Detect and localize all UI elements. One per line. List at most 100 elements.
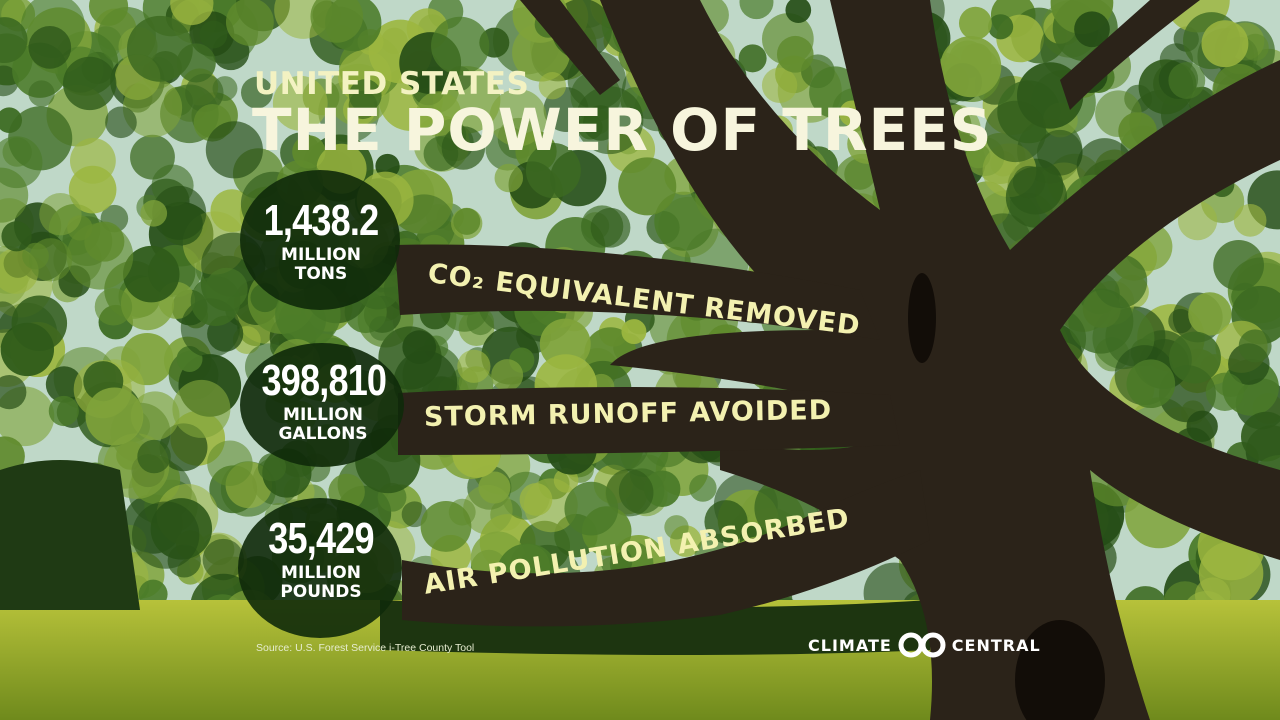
stat-unit: MILLION	[281, 563, 361, 583]
leaf-blob	[491, 359, 524, 392]
leaf-blob	[0, 374, 27, 410]
leaf-blob	[1213, 239, 1264, 291]
stat-co2: 1,438.2 MILLION TONS	[246, 196, 396, 284]
leaf-blob	[1238, 329, 1272, 363]
leaf-blob	[199, 20, 228, 49]
leaf-blob	[689, 474, 717, 502]
leaf-blob	[45, 366, 83, 403]
leaf-blob	[212, 76, 238, 101]
leaf-blob	[940, 36, 1002, 98]
leaf-blob	[739, 0, 774, 20]
leaf-blob	[369, 316, 394, 341]
leaf-blob	[137, 439, 171, 474]
leaf-blob	[664, 515, 689, 540]
leaf-blob	[105, 106, 137, 139]
leaf-blob	[348, 79, 382, 112]
leaf-blob	[466, 307, 494, 336]
stat-unit: MILLION	[281, 245, 361, 265]
leaf-blob	[776, 35, 814, 73]
leaf-blob	[785, 0, 812, 23]
leaf-blob	[11, 295, 68, 351]
leaf-blob	[1168, 308, 1193, 334]
stat-runoff: 398,810 MILLION GALLONS	[248, 356, 398, 444]
leaf-blob	[0, 17, 28, 64]
leaf-blob	[1233, 204, 1267, 237]
stat-air: 35,429 MILLION POUNDS	[246, 514, 396, 602]
leaf-blob	[205, 121, 263, 179]
stat-unit: TONS	[294, 264, 348, 284]
leaf-blob	[202, 538, 245, 581]
leaf-blob	[225, 0, 274, 46]
leaf-blob	[538, 72, 567, 100]
leaf-blob	[1, 221, 32, 252]
leaf-blob	[494, 163, 524, 193]
leaf-blob	[761, 67, 798, 103]
leaf-blob	[401, 501, 428, 528]
leaf-blob	[621, 319, 647, 345]
leaf-blob	[131, 501, 200, 569]
leaf-blob	[590, 207, 631, 248]
leaf-blob	[582, 105, 619, 141]
leaf-blob	[643, 470, 681, 508]
leaf-blob	[68, 165, 117, 214]
leaf-blob	[984, 100, 1047, 163]
trunk-hole	[1015, 620, 1105, 720]
leaf-blob	[28, 25, 72, 69]
leaf-blob	[190, 276, 241, 326]
tree-trunk	[395, 0, 1280, 720]
leaf-blob	[241, 76, 273, 109]
leaf-blob	[94, 288, 133, 326]
leaf-blob	[172, 379, 231, 438]
stat-unit: GALLONS	[278, 424, 368, 444]
logo-text-left: CLIMATE	[808, 635, 892, 655]
leaf-blob	[958, 6, 992, 40]
stat-blobs	[238, 170, 404, 638]
leaf-blob	[88, 0, 129, 26]
leaf-blob	[1012, 165, 1046, 199]
leaf-blob	[453, 207, 481, 235]
climate-central-logo-icon	[898, 632, 946, 658]
leaf-blob	[310, 0, 363, 43]
stat-value: 398,810	[261, 356, 388, 405]
leaf-blob	[207, 440, 253, 486]
leaf-blob	[431, 16, 490, 75]
leaf-blob	[1201, 20, 1249, 68]
leaf-blob	[441, 126, 486, 170]
leaf-blob	[462, 484, 513, 535]
dark-shrub	[0, 460, 140, 610]
leaf-blob	[564, 481, 619, 536]
leaf-blob	[28, 80, 55, 107]
leaf-blob	[1126, 359, 1176, 409]
leaf-blob	[1169, 331, 1221, 384]
leaf-blob	[85, 387, 144, 446]
leaf-blob	[170, 0, 214, 26]
leaf-blob	[457, 349, 491, 383]
page-title: THE POWER OF TREES	[252, 96, 993, 164]
kicker-title: UNITED STATES	[254, 66, 530, 102]
leaf-blob	[272, 75, 328, 131]
leaf-blob	[525, 143, 581, 199]
leaf-blob	[988, 14, 1014, 40]
leaf-blob	[1168, 62, 1206, 99]
leaf-blob	[48, 395, 79, 427]
source-note: Source: U.S. Forest Service i-Tree Count…	[256, 642, 475, 654]
leaf-blob	[257, 453, 287, 482]
stat-value: 35,429	[268, 514, 374, 563]
leaf-blob	[84, 221, 125, 262]
leaf-blob	[1036, 129, 1083, 176]
leaf-blob	[416, 91, 462, 137]
tree-knot-hole	[908, 273, 936, 363]
leaf-blob	[1241, 33, 1269, 61]
leaf-blob	[1068, 288, 1134, 354]
leaf-blob	[1198, 541, 1264, 606]
stat-unit: POUNDS	[280, 582, 362, 602]
leaf-blob	[39, 192, 82, 236]
leaf-blob	[140, 199, 168, 227]
leaf-blob	[1177, 200, 1218, 241]
leaf-blob	[1074, 11, 1110, 48]
leaf-blob	[122, 78, 183, 138]
climate-central-logo: CLIMATE CENTRAL	[808, 632, 1041, 658]
leaf-blob	[126, 15, 193, 82]
leaf-blob	[1241, 411, 1280, 462]
